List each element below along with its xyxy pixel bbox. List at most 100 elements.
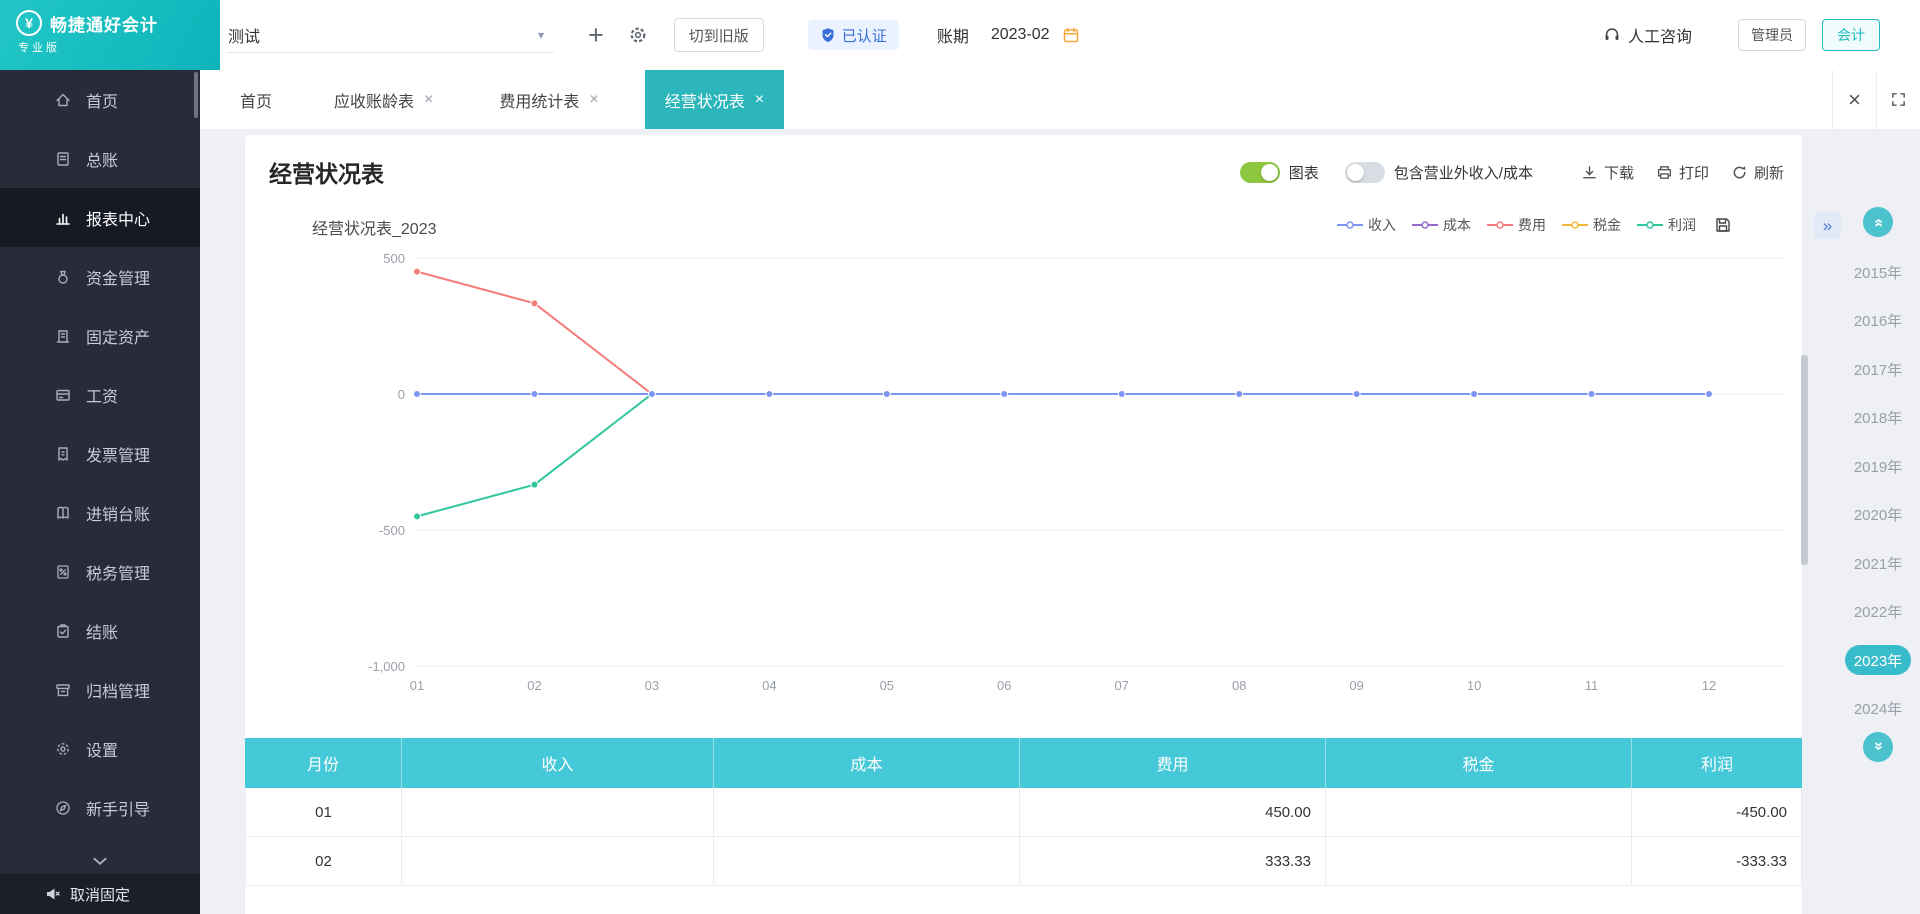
year-item[interactable]: 2017年	[1853, 361, 1903, 379]
content-scrollbar[interactable]	[1801, 355, 1808, 565]
close-icon[interactable]: ×	[589, 90, 599, 108]
table-header-cell: 利润	[1632, 738, 1802, 788]
save-image-icon[interactable]	[1714, 216, 1732, 234]
include-toggle-label: 包含营业外收入/成本	[1393, 164, 1533, 182]
sidebar-item-label: 新手引导	[86, 801, 151, 819]
expand-panel-button[interactable]: »	[1814, 212, 1841, 239]
app-edition: 专业版	[18, 42, 60, 54]
close-icon[interactable]: ×	[424, 90, 434, 108]
sidebar-item-home[interactable]: 首页	[0, 70, 200, 129]
svg-text:-500: -500	[379, 523, 405, 538]
main-content: 经营状况表 图表 包含营业外收入/成本 下载 打印	[200, 129, 1920, 914]
sidebar-item-report-center[interactable]: 报表中心	[0, 188, 200, 247]
svg-text:02: 02	[527, 678, 541, 693]
refresh-icon	[1731, 164, 1748, 181]
tab-business-status[interactable]: 经营状况表 ×	[644, 70, 785, 129]
legend-item[interactable]: 利润	[1637, 215, 1696, 235]
year-item[interactable]: 2022年	[1853, 604, 1903, 622]
sidebar-item-fixed-assets[interactable]: 固定资产	[0, 306, 200, 365]
admin-button[interactable]: 管理员	[1738, 19, 1806, 51]
sidebar: 首页 总账 报表中心 资金管理 固定资产 工资	[0, 0, 200, 914]
svg-text:12: 12	[1702, 678, 1716, 693]
tab-label: 首页	[240, 93, 273, 111]
include-nonoperating-toggle[interactable]	[1344, 161, 1385, 183]
year-item[interactable]: 2024年	[1853, 700, 1903, 718]
legend-item[interactable]: 成本	[1412, 215, 1471, 235]
close-icon[interactable]: ×	[754, 90, 765, 108]
guide-icon	[54, 799, 72, 817]
table-cell: -450.00	[1632, 788, 1802, 837]
year-scroll-up-button[interactable]: «	[1863, 207, 1893, 237]
tab-receivables-aging[interactable]: 应收账龄表 ×	[314, 70, 453, 129]
headset-icon	[1603, 26, 1621, 44]
data-table: 月份 收入 成本 费用 税金 利润 01 450.00 -450.00 02	[245, 738, 1802, 886]
year-item[interactable]: 2016年	[1853, 313, 1903, 331]
consult-button[interactable]: 人工咨询	[1603, 23, 1692, 47]
tab-expense-statistics[interactable]: 费用统计表 ×	[479, 70, 618, 129]
sidebar-item-archive-management[interactable]: 归档管理	[0, 660, 200, 719]
add-account-set-button[interactable]: +	[588, 19, 604, 50]
sidebar-item-payroll[interactable]: 工资	[0, 365, 200, 424]
table-cell	[1326, 788, 1632, 837]
chart-toggle[interactable]	[1239, 161, 1280, 183]
legend-item[interactable]: 收入	[1337, 215, 1396, 235]
accountant-button[interactable]: 会计	[1822, 19, 1880, 51]
app-logo: ¥ 畅捷通好会计 专业版	[0, 0, 220, 70]
tab-label: 经营状况表	[664, 93, 745, 111]
fullscreen-icon[interactable]	[1876, 70, 1920, 129]
period-value[interactable]: 2023-02	[990, 26, 1050, 43]
page-title: 经营状况表	[269, 161, 384, 187]
sidebar-item-general-ledger[interactable]: 总账	[0, 129, 200, 188]
chart-area: 经营状况表_2023 收入 成本 费用 税金 利润 500 0 -500 -1,000 01 02…	[245, 205, 1802, 725]
sidebar-item-label: 报表中心	[86, 211, 151, 229]
tab-label: 费用统计表	[499, 93, 580, 111]
table-header-cell: 费用	[1020, 738, 1326, 788]
sidebar-item-invoice-management[interactable]: 发票管理	[0, 424, 200, 483]
sidebar-item-label: 固定资产	[86, 329, 151, 347]
refresh-button[interactable]: 刷新	[1731, 162, 1784, 183]
download-button[interactable]: 下载	[1581, 162, 1634, 183]
sidebar-item-label: 发票管理	[86, 447, 151, 465]
tab-home[interactable]: 首页	[240, 70, 272, 129]
table-row: 01 450.00 -450.00	[245, 788, 1802, 837]
calendar-icon[interactable]	[1062, 26, 1080, 44]
print-button[interactable]: 打印	[1656, 162, 1709, 183]
sidebar-item-purchase-sale-ledger[interactable]: 进销台账	[0, 483, 200, 542]
business-status-chart: 500 0 -500 -1,000 01 02 03 04 05 06 07 08 09 10 11 12	[368, 251, 1786, 693]
svg-text:0: 0	[398, 387, 405, 402]
year-item[interactable]: 2021年	[1853, 555, 1903, 573]
sidebar-item-tax-management[interactable]: 税务管理	[0, 542, 200, 601]
app-title: 畅捷通好会计	[50, 15, 158, 35]
company-selector[interactable]: 测试 ▾	[226, 17, 554, 53]
unpin-button[interactable]: 取消固定	[0, 874, 200, 914]
sidebar-scrollbar[interactable]	[194, 72, 198, 118]
sidebar-item-label: 首页	[86, 93, 119, 111]
report-icon	[54, 209, 72, 227]
year-scroll-down-button[interactable]: «	[1863, 732, 1893, 762]
sidebar-item-closing[interactable]: 结账	[0, 601, 200, 660]
sidebar-scroll-more-chevron-icon[interactable]	[0, 857, 200, 866]
switch-old-version-button[interactable]: 切到旧版	[673, 18, 764, 52]
year-item-selected[interactable]: 2023年	[1845, 645, 1911, 675]
year-item[interactable]: 2019年	[1853, 458, 1903, 476]
gear-icon[interactable]	[628, 25, 648, 45]
sidebar-item-settings[interactable]: 设置	[0, 719, 200, 778]
year-item[interactable]: 2018年	[1853, 410, 1903, 428]
close-all-tabs-icon[interactable]: ×	[1832, 70, 1876, 129]
sidebar-item-label: 资金管理	[86, 270, 151, 288]
home-icon	[54, 91, 72, 109]
chart-title: 经营状况表_2023	[312, 221, 437, 238]
sidebar-item-fund-management[interactable]: 资金管理	[0, 247, 200, 306]
sidebar-item-label: 总账	[86, 152, 119, 170]
year-item[interactable]: 2015年	[1853, 264, 1903, 282]
legend-item[interactable]: 费用	[1487, 215, 1546, 235]
svg-text:01: 01	[410, 678, 424, 693]
sidebar-item-beginner-guide[interactable]: 新手引导	[0, 778, 200, 837]
legend-item[interactable]: 税金	[1562, 215, 1621, 235]
year-item[interactable]: 2020年	[1853, 507, 1903, 525]
sidebar-item-label: 设置	[86, 742, 119, 760]
tab-bar-actions: ×	[1832, 70, 1920, 129]
table-cell: -333.33	[1632, 837, 1802, 886]
fund-icon	[54, 268, 72, 286]
table-cell	[402, 837, 714, 886]
